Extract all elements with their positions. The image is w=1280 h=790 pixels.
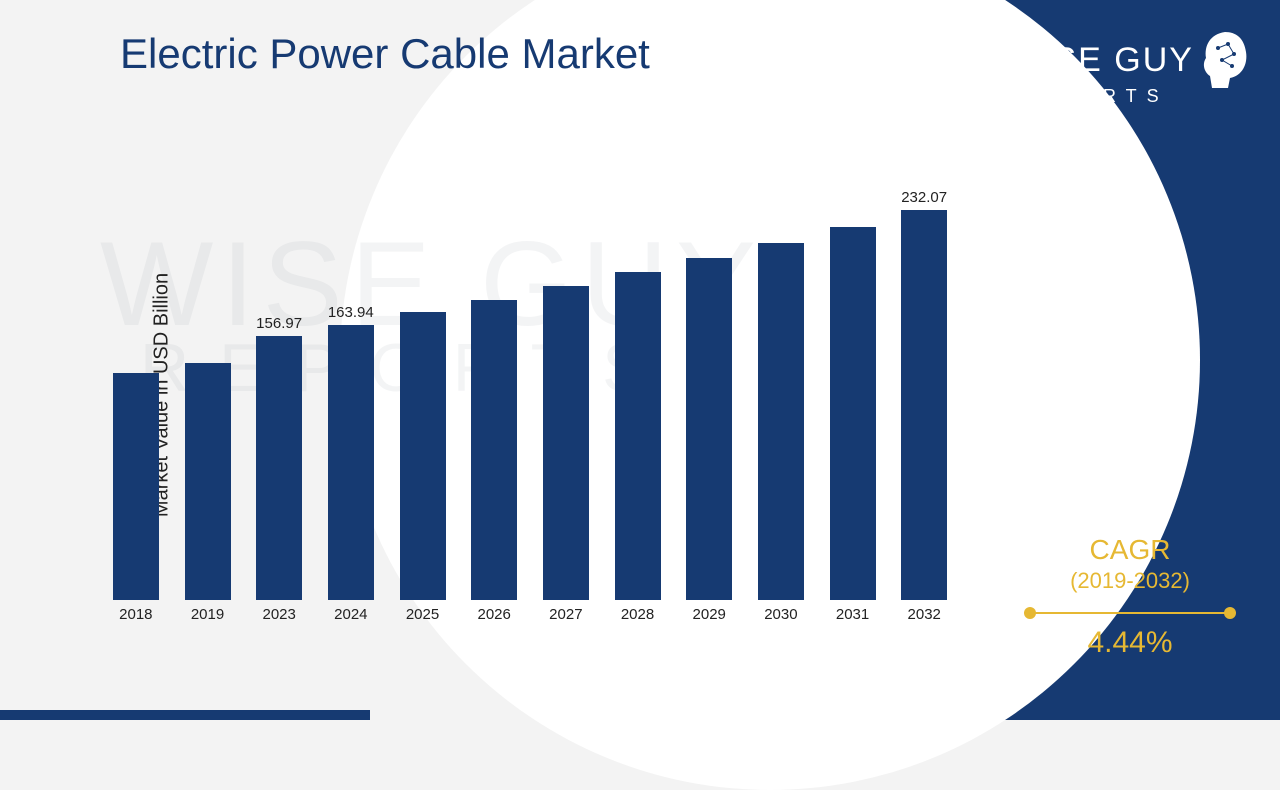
bar: 171.22 bbox=[400, 312, 446, 600]
bar-category-label: 2019 bbox=[191, 606, 224, 623]
bar-category-label: 2031 bbox=[836, 606, 869, 623]
bar-category-label: 2027 bbox=[549, 606, 582, 623]
bar: 186.77 bbox=[543, 286, 589, 600]
bar: 212.77 bbox=[758, 243, 804, 600]
bar: 141 bbox=[185, 363, 231, 600]
bar: 163.94 bbox=[328, 325, 374, 600]
brain-head-icon bbox=[1200, 30, 1250, 90]
bar: 135 bbox=[113, 373, 159, 600]
cagr-block: CAGR (2019-2032) 4.44% bbox=[1010, 534, 1250, 660]
bar-category-label: 2026 bbox=[478, 606, 511, 623]
bar-wrap: 212.772030 bbox=[745, 180, 817, 600]
bar: 178.82 bbox=[471, 300, 517, 600]
bar-category-label: 2025 bbox=[406, 606, 439, 623]
bar-wrap: 222.222031 bbox=[817, 180, 889, 600]
bar-wrap: 178.822026 bbox=[458, 180, 530, 600]
brand-logo: WISE GUY REPORTS bbox=[1008, 30, 1250, 107]
bar: 156.97 bbox=[256, 336, 302, 600]
bar-wrap: 156.972023 bbox=[243, 180, 315, 600]
bar-chart: Market Value in USD Billion 135201814120… bbox=[80, 160, 960, 630]
bar-category-label: 2024 bbox=[334, 606, 367, 623]
bar: 203.72 bbox=[686, 258, 732, 600]
cagr-value: 4.44% bbox=[1010, 626, 1250, 660]
bar-wrap: 232.072032 bbox=[888, 180, 960, 600]
bar-wrap: 203.722029 bbox=[673, 180, 745, 600]
bar-category-label: 2032 bbox=[908, 606, 941, 623]
bar-wrap: 195.062028 bbox=[602, 180, 674, 600]
bar-wrap: 186.772027 bbox=[530, 180, 602, 600]
cagr-divider bbox=[1030, 612, 1230, 614]
bar-wrap: 171.222025 bbox=[387, 180, 459, 600]
page-title: Electric Power Cable Market bbox=[120, 30, 650, 78]
bar-category-label: 2018 bbox=[119, 606, 152, 623]
cagr-title: CAGR bbox=[1010, 534, 1250, 566]
bars-container: 13520181412019156.972023163.942024171.22… bbox=[100, 180, 960, 600]
bar: 222.22 bbox=[830, 227, 876, 600]
bar-value-label: 156.97 bbox=[256, 315, 302, 332]
bar-category-label: 2028 bbox=[621, 606, 654, 623]
bar-category-label: 2023 bbox=[262, 606, 295, 623]
cagr-range: (2019-2032) bbox=[1010, 568, 1250, 594]
bottom-edge-bar bbox=[0, 710, 370, 720]
bar-wrap: 1352018 bbox=[100, 180, 172, 600]
bar-value-label: 232.07 bbox=[901, 189, 947, 206]
bar-category-label: 2029 bbox=[693, 606, 726, 623]
brand-main-text: WISE GUY bbox=[1008, 41, 1194, 80]
bar-wrap: 1412019 bbox=[172, 180, 244, 600]
bar-category-label: 2030 bbox=[764, 606, 797, 623]
bar-value-label: 163.94 bbox=[328, 304, 374, 321]
bar: 232.07 bbox=[901, 210, 947, 600]
bar-wrap: 163.942024 bbox=[315, 180, 387, 600]
bar: 195.06 bbox=[615, 272, 661, 600]
